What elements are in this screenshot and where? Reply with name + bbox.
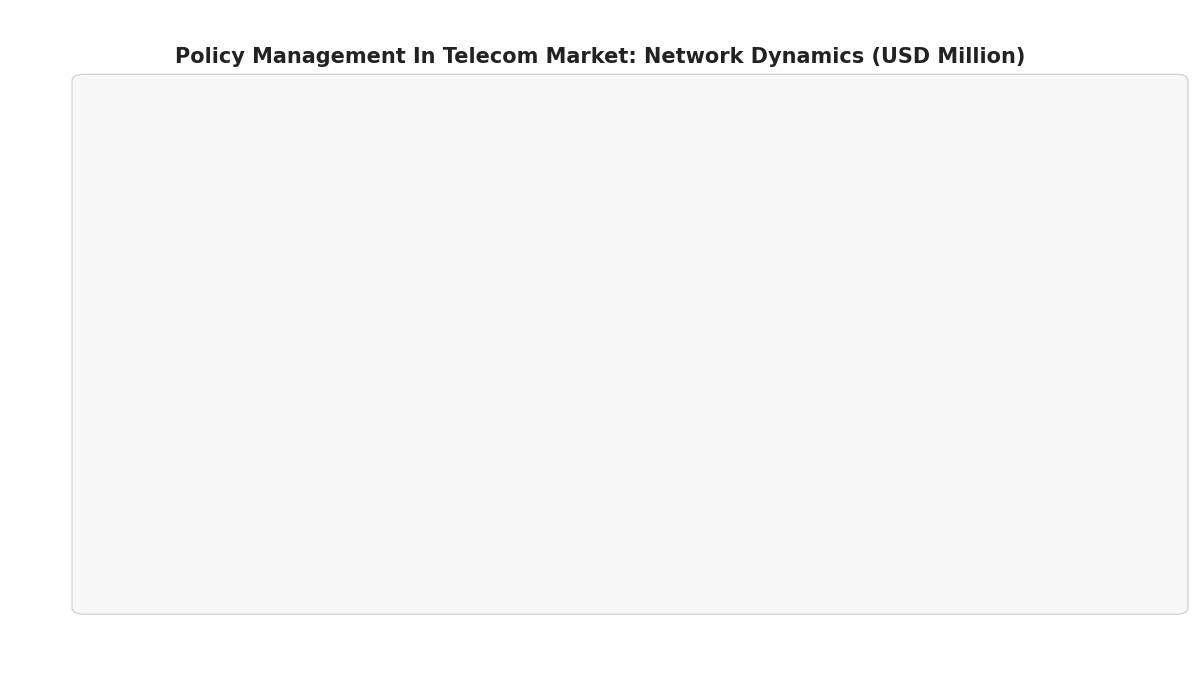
Bar (403, 413, 468, 526)
Bar (335, 397, 398, 526)
Bar (931, 360, 995, 526)
Text: Policy Management In Telecom Market: Network Dynamics (USD Million): Policy Management In Telecom Market: Net… (175, 47, 1025, 68)
Bar (792, 162, 857, 526)
Bar (265, 348, 329, 526)
Legend: Wireless Network, Fixed Network, Cable Networks, Other network: Wireless Network, Fixed Network, Cable N… (281, 589, 979, 617)
Bar (862, 300, 925, 526)
Bar (196, 219, 259, 526)
Bar (1001, 373, 1064, 526)
